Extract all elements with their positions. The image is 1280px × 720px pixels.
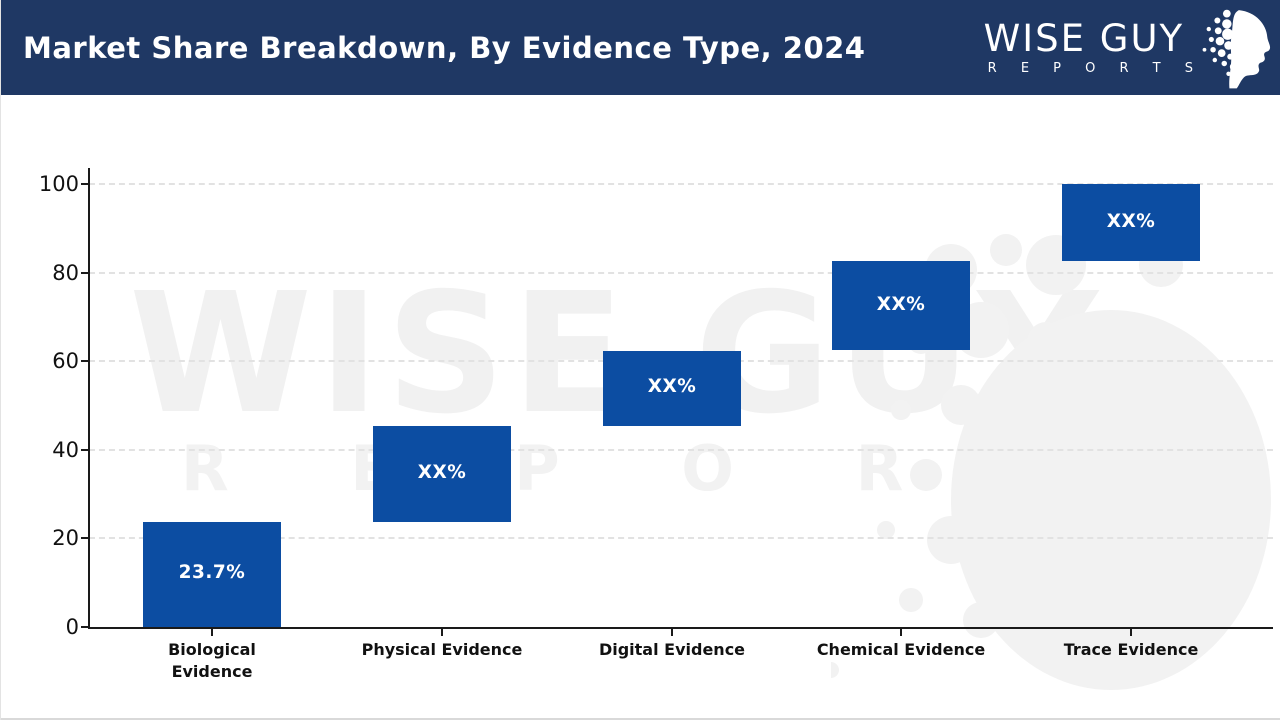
y-axis-tick-label: 20 <box>52 526 79 551</box>
x-axis-tick <box>900 629 902 636</box>
gridline-20 <box>89 537 1273 540</box>
bar-digital-evidence <box>603 350 741 426</box>
x-axis-category-label: Chemical Evidence <box>816 640 986 659</box>
logo-subtitle: R E P O R T S <box>987 60 1203 76</box>
y-axis-tick <box>81 537 89 540</box>
y-axis-tick-label: 80 <box>52 260 79 285</box>
y-axis-tick <box>81 182 89 185</box>
x-axis-category-label: Trace Evidence <box>1063 640 1199 659</box>
gridline-80 <box>89 271 1273 274</box>
y-axis-tick-label: 0 <box>65 615 79 639</box>
bar-value-label: XX% <box>1106 210 1156 232</box>
x-axis-tick <box>671 629 673 636</box>
dotted-head-profile-icon <box>1202 9 1271 88</box>
header-band: Market Share Breakdown, By Evidence Type… <box>1 0 1280 95</box>
chart-title: Market Share Breakdown, By Evidence Type… <box>23 30 866 65</box>
bottom-divider <box>1 718 1280 720</box>
y-axis-tick <box>81 360 89 363</box>
x-axis-category-label: Biological Evidence <box>168 640 256 681</box>
y-axis-tick-label: 60 <box>52 349 79 374</box>
x-axis-tick <box>441 629 443 636</box>
wise-guy-logo: WISE GUY R E P O R T S <box>984 5 1280 91</box>
x-axis-category-label: Digital Evidence <box>598 640 746 659</box>
gridline-100 <box>89 182 1273 185</box>
x-axis-category-label: Physical Evidence <box>361 640 523 659</box>
logo-text: WISE GUY R E P O R T S <box>984 20 1203 76</box>
bar-chemical-evidence <box>832 261 970 351</box>
y-axis-tick <box>81 448 89 451</box>
bar-biological-evidence <box>143 521 281 627</box>
bar-value-label: 23.7% <box>178 562 246 584</box>
bar-physical-evidence <box>373 426 511 522</box>
y-axis-tick-label: 100 <box>38 171 79 196</box>
bar-value-label: XX% <box>647 376 697 398</box>
bar-value-label: XX% <box>876 293 926 315</box>
y-axis-line <box>88 168 90 629</box>
x-axis-tick <box>211 629 213 636</box>
y-axis-tick <box>81 271 89 274</box>
logo-wordmark: WISE GUY <box>983 16 1185 60</box>
bar-value-label: XX% <box>417 462 467 484</box>
gridline-40 <box>89 448 1273 451</box>
x-axis-line <box>88 627 1273 629</box>
y-axis-tick-label: 40 <box>52 437 79 462</box>
y-axis-tick <box>81 626 89 628</box>
x-axis-tick <box>1130 629 1132 636</box>
bar-trace-evidence <box>1062 183 1200 262</box>
